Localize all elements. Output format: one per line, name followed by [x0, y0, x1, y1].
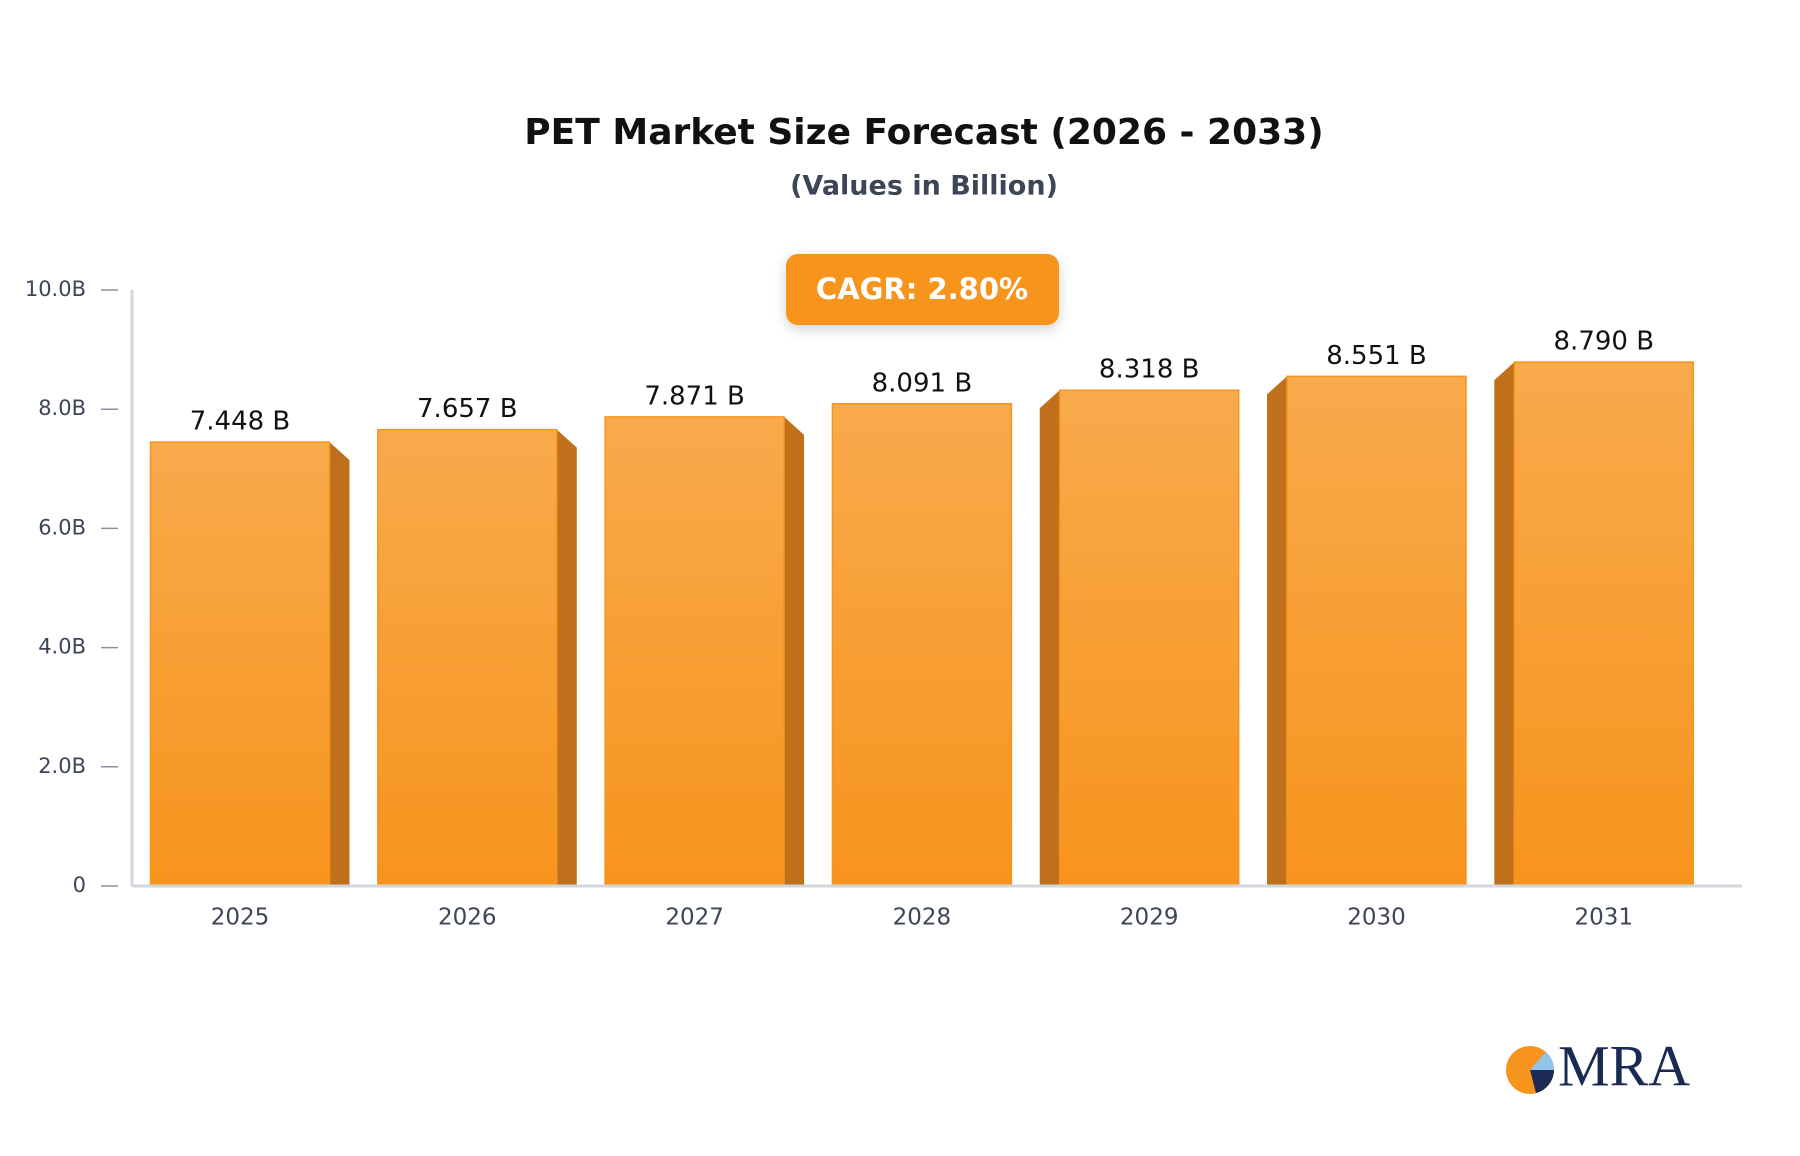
- y-tick-label: 6.0B: [38, 515, 86, 539]
- value-label: 8.091 B: [872, 368, 973, 398]
- y-tick-label: 10.0B: [25, 277, 86, 301]
- x-tick-label: 2031: [1575, 905, 1634, 931]
- value-label: 7.448 B: [190, 407, 291, 437]
- x-tick-label: 2029: [1120, 905, 1179, 931]
- bar: [1286, 375, 1467, 887]
- cagr-label: CAGR: 2.80%: [816, 272, 1028, 306]
- x-tick-label: 2030: [1347, 905, 1406, 931]
- bar-side: [1039, 390, 1060, 886]
- value-label: 8.318 B: [1099, 355, 1200, 385]
- bar: [149, 441, 331, 887]
- bar: [377, 428, 558, 887]
- bar-side: [1267, 376, 1287, 886]
- logo-icon-slice: [1530, 1070, 1554, 1093]
- bar: [1513, 361, 1695, 887]
- chart-subtitle: (Values in Billion): [790, 171, 1058, 202]
- x-tick-label: 2027: [665, 905, 724, 931]
- bar: [831, 403, 1013, 887]
- y-tick-label: 8.0B: [38, 396, 86, 420]
- logo-text: MRA: [1558, 1033, 1690, 1098]
- x-tick-label: 2026: [438, 905, 497, 931]
- cagr-badge: [786, 254, 1059, 325]
- bar-side: [556, 429, 577, 886]
- y-tick-label: 2.0B: [38, 754, 86, 778]
- x-tick-label: 2025: [211, 905, 270, 931]
- bar: [1058, 389, 1240, 887]
- value-label: 7.657 B: [417, 394, 518, 424]
- y-tick-label: 0: [73, 873, 86, 897]
- logo: MRA: [1506, 1033, 1690, 1098]
- bar-side: [329, 442, 350, 886]
- bar-side: [1494, 362, 1515, 887]
- chart-title: PET Market Size Forecast (2026 - 2033): [524, 112, 1323, 153]
- bar-side: [784, 416, 805, 886]
- bar: [604, 416, 785, 887]
- value-label: 8.790 B: [1554, 327, 1655, 357]
- y-tick-label: 4.0B: [38, 635, 86, 659]
- value-label: 7.871 B: [644, 381, 745, 411]
- x-tick-label: 2028: [893, 905, 952, 931]
- value-label: 8.551 B: [1326, 341, 1427, 371]
- logo-icon-slice: [1530, 1052, 1555, 1070]
